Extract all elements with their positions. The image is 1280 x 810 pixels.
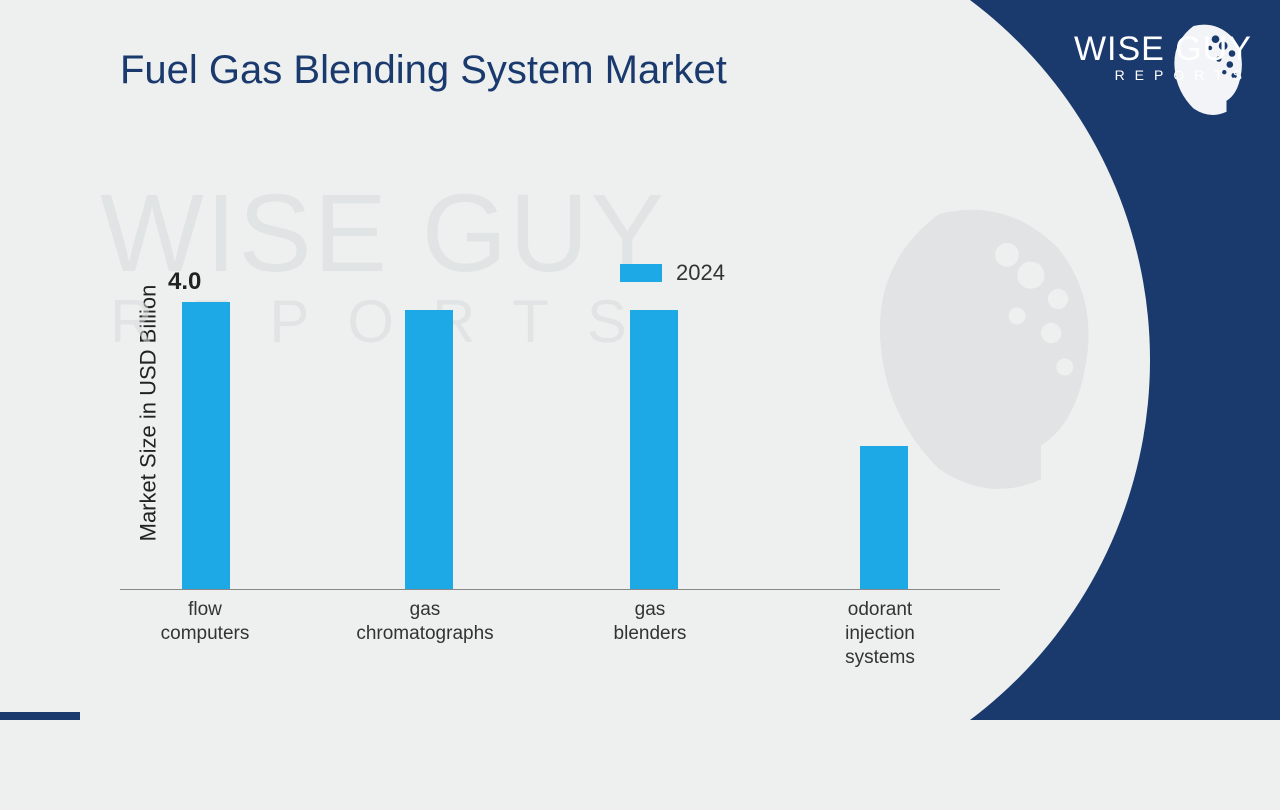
bar: [860, 446, 908, 589]
brand-main-text: WISE GUY: [1074, 30, 1252, 69]
x-axis-labels: flowcomputers gaschromatographs gasblender…: [120, 598, 1000, 678]
bar-group: 4.0: [182, 302, 230, 589]
bar-value-label: 4.0: [168, 268, 201, 296]
bar: [182, 302, 230, 589]
x-axis-label: gasblenders: [580, 598, 720, 646]
x-axis-label: gaschromatographs: [355, 598, 495, 646]
legend: 2024: [620, 260, 725, 286]
legend-label: 2024: [676, 260, 725, 286]
bar-group: [405, 310, 453, 590]
bar: [405, 310, 453, 590]
brand-logo: WISE GUY REPORTS: [1074, 30, 1252, 83]
x-axis-label: odorantinjectionsystems: [810, 598, 950, 669]
bar-group: [860, 446, 908, 589]
bottom-accent-bar: [0, 712, 80, 720]
legend-swatch: [620, 264, 662, 282]
x-axis-label: flowcomputers: [135, 598, 275, 646]
bar: [630, 310, 678, 590]
chart-plot-area: 4.0: [120, 160, 1000, 590]
bar-group: [630, 310, 678, 590]
chart-title: Fuel Gas Blending System Market: [120, 48, 727, 93]
brand-sub-text: REPORTS: [1074, 67, 1252, 83]
